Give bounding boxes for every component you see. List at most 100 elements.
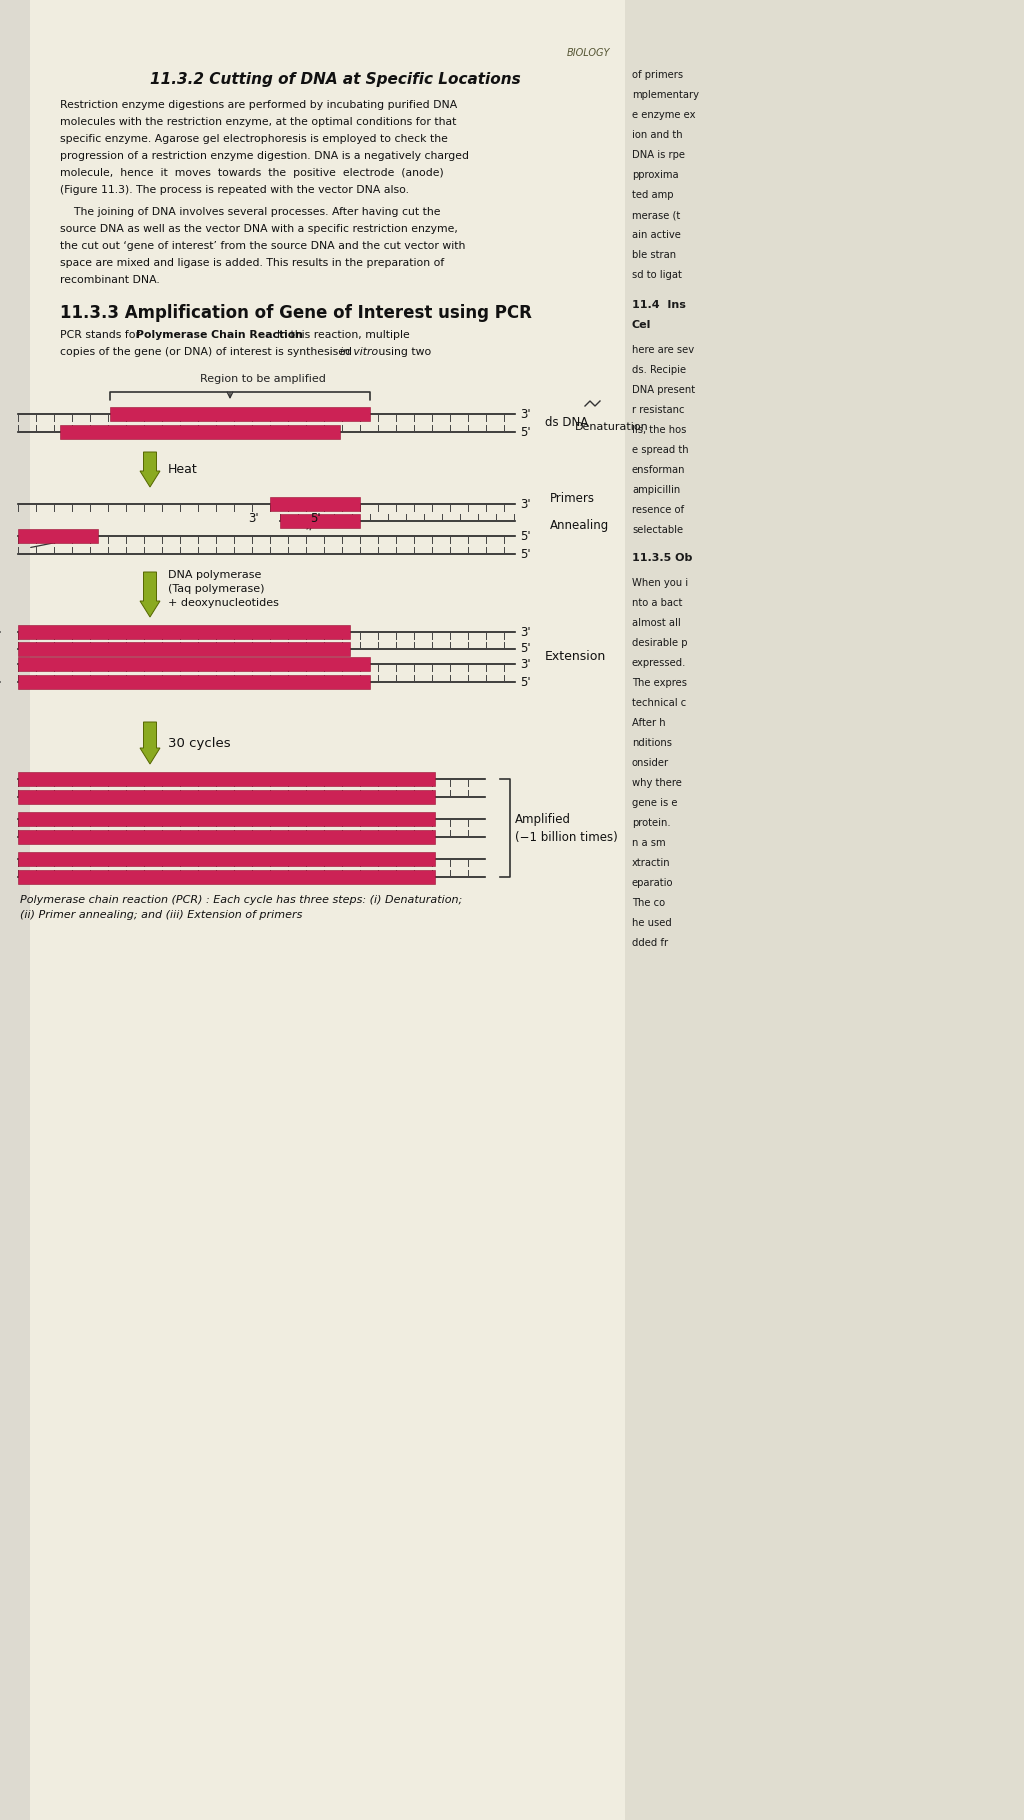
Bar [18,642,350,655]
Text: Annealing: Annealing [550,519,609,533]
Text: 5': 5' [520,548,530,561]
Text: The expres: The expres [632,679,687,688]
Text: protein.: protein. [632,817,671,828]
Text: 5': 5' [520,642,530,655]
Text: BIOLOGY: BIOLOGY [566,47,610,58]
Text: technical c: technical c [632,699,686,708]
FancyArrow shape [140,451,160,488]
Bar [0,0,30,1820]
Text: DNA polymerase
(Taq polymerase)
+ deoxynucleotides: DNA polymerase (Taq polymerase) + deoxyn… [168,570,279,608]
Bar [110,408,370,420]
Text: 11.3.5 Ob: 11.3.5 Ob [632,553,692,562]
Text: ds. Recipie: ds. Recipie [632,366,686,375]
Bar [60,426,340,439]
Text: almost all: almost all [632,619,681,628]
Bar [270,497,360,511]
Text: Restriction enzyme digestions are performed by incubating purified DNA: Restriction enzyme digestions are perfor… [60,100,458,109]
Text: DNA is rpe: DNA is rpe [632,149,685,160]
Text: . In this reaction, multiple: . In this reaction, multiple [270,329,411,340]
Text: expressed.: expressed. [632,659,686,668]
FancyArrow shape [140,571,160,617]
Text: the cut out ‘gene of interest’ from the source DNA and the cut vector with: the cut out ‘gene of interest’ from the … [60,240,465,251]
Text: mplementary: mplementary [632,89,699,100]
Text: in vitro: in vitro [341,348,379,357]
Text: nto a bact: nto a bact [632,599,682,608]
Text: 3': 3' [520,408,530,420]
Text: merase (t: merase (t [632,209,680,220]
Text: PCR stands for: PCR stands for [60,329,143,340]
Text: 5': 5' [520,675,530,688]
Text: e spread th: e spread th [632,446,688,455]
Bar [18,772,435,786]
Bar [18,852,435,866]
Text: r resistanc: r resistanc [632,406,684,415]
Text: recombinant DNA.: recombinant DNA. [60,275,160,286]
Text: (Figure 11.3). The process is repeated with the vector DNA also.: (Figure 11.3). The process is repeated w… [60,186,409,195]
Text: 5': 5' [520,530,530,542]
Text: 5': 5' [310,513,321,526]
Text: progression of a restriction enzyme digestion. DNA is a negatively charged: progression of a restriction enzyme dige… [60,151,469,160]
Bar [18,657,370,672]
Text: why there: why there [632,777,682,788]
Text: After h: After h [632,719,666,728]
Text: Cel: Cel [632,320,651,329]
Text: molecule,  hence  it  moves  towards  the  positive  electrode  (anode): molecule, hence it moves towards the pos… [60,167,443,178]
Text: source DNA as well as the vector DNA with a specific restriction enzyme,: source DNA as well as the vector DNA wit… [60,224,458,235]
Bar [18,624,350,639]
Text: 11.4  Ins: 11.4 Ins [632,300,686,309]
Text: resence of: resence of [632,504,684,515]
Text: of primers: of primers [632,69,683,80]
Text: 3': 3' [520,657,530,670]
Text: he used: he used [632,917,672,928]
Text: Region to be amplified: Region to be amplified [200,373,326,384]
Text: 11.3.2 Cutting of DNA at Specific Locations: 11.3.2 Cutting of DNA at Specific Locati… [150,73,520,87]
Text: Extension: Extension [545,650,606,664]
Bar [18,870,435,885]
Text: Polymerase chain reaction (PCR) : Each cycle has three steps: (i) Denaturation;
: Polymerase chain reaction (PCR) : Each c… [20,895,462,919]
Text: nditions: nditions [632,737,672,748]
Text: ampicillin: ampicillin [632,484,680,495]
Text: selectable: selectable [632,524,683,535]
Text: gene is e: gene is e [632,797,678,808]
Text: pproxima: pproxima [632,169,679,180]
Text: Polymerase Chain Reaction: Polymerase Chain Reaction [136,329,303,340]
Text: lls, the hos: lls, the hos [632,426,686,435]
Bar [18,812,435,826]
Text: eparatio: eparatio [632,877,674,888]
Text: Primers: Primers [550,493,595,506]
Bar [18,530,98,542]
Text: xtractin: xtractin [632,857,671,868]
Text: copies of the gene (or DNA) of interest is synthesised: copies of the gene (or DNA) of interest … [60,348,355,357]
Bar [0,60,1024,106]
Text: When you i: When you i [632,579,688,588]
Text: here are sev: here are sev [632,346,694,355]
Text: Amplified
(−1 billion times): Amplified (−1 billion times) [515,812,617,843]
Text: 5': 5' [520,426,530,439]
Text: ion and th: ion and th [632,129,683,140]
Text: ds DNA: ds DNA [545,417,588,430]
Text: Denaturation: Denaturation [575,422,649,431]
Text: molecules with the restriction enzyme, at the optimal conditions for that: molecules with the restriction enzyme, a… [60,116,457,127]
Text: The joining of DNA involves several processes. After having cut the: The joining of DNA involves several proc… [60,207,440,217]
Bar [18,790,435,804]
Text: Heat: Heat [168,462,198,477]
Text: 11.3.3 Amplification of Gene of Interest using PCR: 11.3.3 Amplification of Gene of Interest… [60,304,531,322]
Text: 3': 3' [248,513,259,526]
Bar [18,675,370,690]
Bar [625,0,1024,1820]
Text: The co: The co [632,897,666,908]
Text: specific enzyme. Agarose gel electrophoresis is employed to check the: specific enzyme. Agarose gel electrophor… [60,135,447,144]
Text: ble stran: ble stran [632,249,676,260]
Text: e enzyme ex: e enzyme ex [632,109,695,120]
Text: 3': 3' [520,497,530,510]
Text: 3': 3' [520,626,530,639]
Text: ted amp: ted amp [632,189,674,200]
Text: sd to ligat: sd to ligat [632,269,682,280]
Bar [18,830,435,844]
Text: ain active: ain active [632,229,681,240]
Text: space are mixed and ligase is added. This results in the preparation of: space are mixed and ligase is added. Thi… [60,258,444,268]
Text: 30 cycles: 30 cycles [168,737,230,750]
Text: using two: using two [375,348,431,357]
FancyArrow shape [140,723,160,764]
Bar [280,513,360,528]
